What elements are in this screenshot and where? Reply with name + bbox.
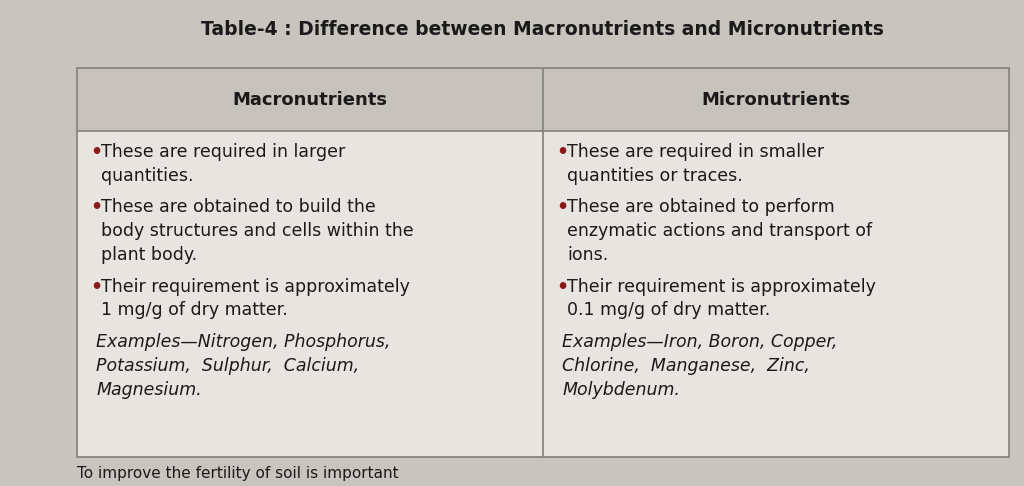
Text: body structures and cells within the: body structures and cells within the [101,223,414,241]
Text: •: • [556,198,568,217]
Text: Magnesium.: Magnesium. [96,381,202,399]
Text: These are obtained to build the: These are obtained to build the [101,198,376,216]
Text: To improve the fertility of soil is important: To improve the fertility of soil is impo… [77,467,398,481]
Bar [77,68,1009,457]
Text: •: • [556,143,568,162]
Text: These are required in smaller: These are required in smaller [567,143,824,161]
Text: •: • [556,278,568,296]
Text: These are obtained to perform: These are obtained to perform [567,198,835,216]
Text: enzymatic actions and transport of: enzymatic actions and transport of [567,223,872,241]
Text: •: • [90,198,102,217]
Text: plant body.: plant body. [101,246,198,264]
Text: 0.1 mg/g of dry matter.: 0.1 mg/g of dry matter. [567,301,770,319]
Text: These are required in larger: These are required in larger [101,143,346,161]
Text: Their requirement is approximately: Their requirement is approximately [101,278,411,295]
Bar [77,68,543,131]
Text: quantities or traces.: quantities or traces. [567,167,743,185]
Text: Examples—Nitrogen, Phosphorus,: Examples—Nitrogen, Phosphorus, [96,332,390,350]
Text: ions.: ions. [567,246,608,264]
Text: 1 mg/g of dry matter.: 1 mg/g of dry matter. [101,301,288,319]
Text: •: • [90,278,102,296]
Text: Table-4 : Difference between Macronutrients and Micronutrients: Table-4 : Difference between Macronutrie… [202,19,884,39]
Text: Micronutrients: Micronutrients [701,90,850,109]
Text: Potassium,  Sulphur,  Calcium,: Potassium, Sulphur, Calcium, [96,357,359,375]
Text: Their requirement is approximately: Their requirement is approximately [567,278,877,295]
Text: Chlorine,  Manganese,  Zinc,: Chlorine, Manganese, Zinc, [562,357,810,375]
Text: •: • [90,143,102,162]
Text: Macronutrients: Macronutrients [232,90,387,109]
Text: Examples—Iron, Boron, Copper,: Examples—Iron, Boron, Copper, [562,332,838,350]
Text: quantities.: quantities. [101,167,194,185]
Bar [543,68,1009,131]
Text: Molybdenum.: Molybdenum. [562,381,680,399]
